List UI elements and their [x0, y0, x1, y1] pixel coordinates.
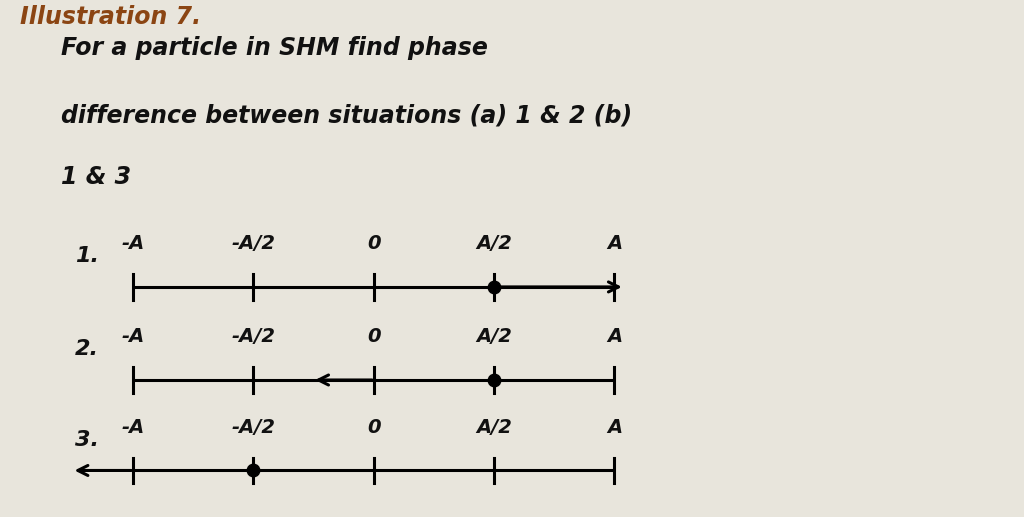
Text: 1.: 1. — [75, 246, 99, 266]
Text: A/2: A/2 — [476, 327, 512, 346]
Text: A: A — [607, 418, 622, 437]
Text: A/2: A/2 — [476, 418, 512, 437]
Text: 2.: 2. — [75, 339, 99, 359]
Text: -A/2: -A/2 — [231, 234, 275, 253]
Text: 0: 0 — [367, 234, 381, 253]
Text: 0: 0 — [367, 327, 381, 346]
Text: -A: -A — [122, 327, 144, 346]
Text: A: A — [607, 234, 622, 253]
Text: 1 & 3: 1 & 3 — [61, 165, 131, 189]
Text: 0: 0 — [367, 418, 381, 437]
Text: -A/2: -A/2 — [231, 418, 275, 437]
Text: -A/2: -A/2 — [231, 327, 275, 346]
Text: difference between situations (a) 1 & 2 (b): difference between situations (a) 1 & 2 … — [61, 103, 633, 127]
Text: For a particle in SHM find phase: For a particle in SHM find phase — [61, 36, 488, 60]
Text: 3.: 3. — [75, 430, 99, 450]
Text: -A: -A — [122, 234, 144, 253]
Text: Illustration 7.: Illustration 7. — [20, 5, 202, 29]
Text: A/2: A/2 — [476, 234, 512, 253]
Text: A: A — [607, 327, 622, 346]
Text: -A: -A — [122, 418, 144, 437]
